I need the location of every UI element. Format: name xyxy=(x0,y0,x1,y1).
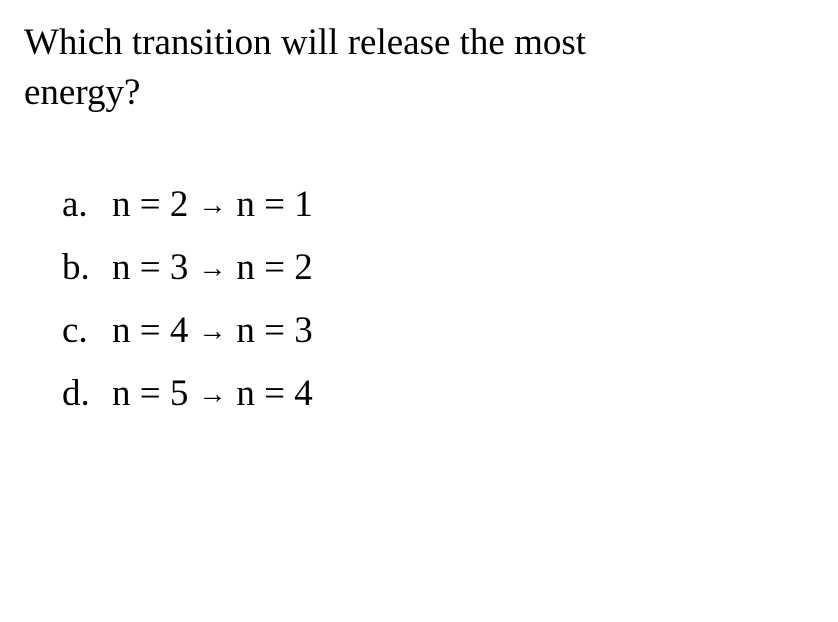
option-lhs: n = 4 xyxy=(112,312,188,349)
arrow-icon: → xyxy=(198,192,226,220)
arrow-icon: → xyxy=(198,318,226,346)
option-transition: n = 5 → n = 4 xyxy=(112,375,313,412)
question-line-2: energy? xyxy=(24,68,814,118)
option-letter: d. xyxy=(62,375,112,412)
option-rhs: n = 4 xyxy=(236,375,312,412)
option-rhs: n = 3 xyxy=(236,312,312,349)
arrow-icon: → xyxy=(198,255,226,283)
option-b: b. n = 3 → n = 2 xyxy=(62,249,814,286)
option-transition: n = 4 → n = 3 xyxy=(112,312,313,349)
option-lhs: n = 2 xyxy=(112,186,188,223)
option-c: c. n = 4 → n = 3 xyxy=(62,312,814,349)
option-transition: n = 3 → n = 2 xyxy=(112,249,313,286)
option-transition: n = 2 → n = 1 xyxy=(112,186,313,223)
option-lhs: n = 5 xyxy=(112,375,188,412)
option-a: a. n = 2 → n = 1 xyxy=(62,186,814,223)
option-lhs: n = 3 xyxy=(112,249,188,286)
option-d: d. n = 5 → n = 4 xyxy=(62,375,814,412)
option-rhs: n = 1 xyxy=(236,186,312,223)
options-list: a. n = 2 → n = 1 b. n = 3 → n = 2 c. n =… xyxy=(24,186,814,412)
option-letter: a. xyxy=(62,186,112,223)
option-letter: b. xyxy=(62,249,112,286)
option-rhs: n = 2 xyxy=(236,249,312,286)
arrow-icon: → xyxy=(198,381,226,409)
question-text: Which transition will release the most e… xyxy=(24,18,814,118)
option-letter: c. xyxy=(62,312,112,349)
question-line-1: Which transition will release the most xyxy=(24,18,814,68)
